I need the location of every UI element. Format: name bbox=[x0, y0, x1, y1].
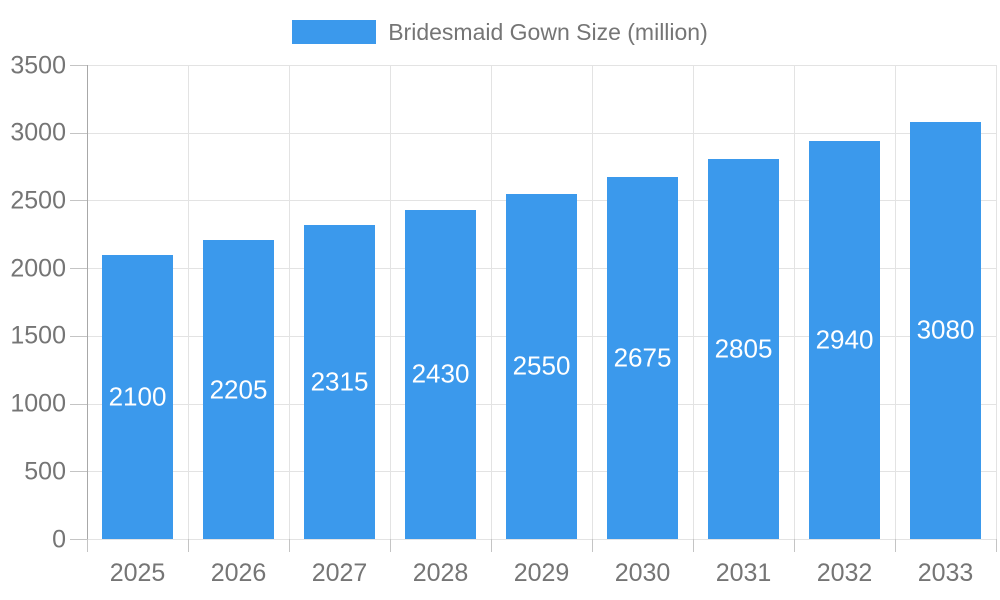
x-axis-tick bbox=[289, 539, 290, 552]
x-axis-label: 2027 bbox=[311, 559, 368, 587]
y-axis-label: 500 bbox=[24, 457, 66, 486]
bar-2027 bbox=[304, 225, 375, 539]
x-axis-label: 2033 bbox=[917, 559, 974, 587]
y-axis-tick bbox=[70, 200, 87, 202]
bar-value-label: 2315 bbox=[310, 366, 369, 397]
gridline-vertical bbox=[188, 65, 189, 539]
x-axis-tick bbox=[794, 539, 795, 552]
bar-value-label: 2100 bbox=[108, 381, 167, 412]
x-axis-label: 2026 bbox=[210, 559, 267, 587]
gridline-vertical bbox=[390, 65, 391, 539]
x-axis-tick bbox=[895, 539, 896, 552]
bar-2029 bbox=[506, 193, 577, 539]
x-axis-tick bbox=[693, 539, 694, 552]
x-axis-tick bbox=[996, 539, 997, 552]
y-axis-label: 2000 bbox=[10, 254, 66, 283]
bar-2033 bbox=[910, 121, 981, 539]
bar-value-label: 2675 bbox=[613, 342, 672, 373]
gridline-vertical bbox=[289, 65, 290, 539]
bar-value-label: 2205 bbox=[209, 374, 268, 405]
bar-2025 bbox=[102, 254, 173, 539]
x-axis-label: 2029 bbox=[513, 559, 570, 587]
x-axis-label: 2030 bbox=[614, 559, 671, 587]
x-axis-label: 2031 bbox=[715, 559, 772, 587]
gridline-vertical bbox=[794, 65, 795, 539]
y-axis-tick bbox=[70, 471, 87, 473]
gridline-horizontal bbox=[87, 539, 996, 540]
bar-2031 bbox=[708, 159, 779, 539]
legend-label[interactable]: Bridesmaid Gown Size (million) bbox=[388, 19, 708, 45]
y-axis-tick bbox=[70, 132, 87, 134]
y-axis-label: 1000 bbox=[10, 389, 66, 418]
y-axis-tick bbox=[70, 403, 87, 405]
x-axis-label: 2028 bbox=[412, 559, 469, 587]
y-axis-label: 3500 bbox=[10, 51, 66, 79]
gridline-vertical bbox=[895, 65, 896, 539]
gridline-vertical bbox=[592, 65, 593, 539]
bar-value-label: 2805 bbox=[714, 333, 773, 364]
y-axis-line bbox=[87, 65, 88, 539]
gridline-horizontal bbox=[87, 65, 996, 66]
x-axis-tick bbox=[390, 539, 391, 552]
legend[interactable]: Bridesmaid Gown Size (million) bbox=[0, 19, 1000, 45]
gridline-vertical bbox=[491, 65, 492, 539]
x-axis-tick bbox=[491, 539, 492, 552]
y-axis-label: 3000 bbox=[10, 118, 66, 147]
x-axis-tick bbox=[87, 539, 88, 552]
bar-2032 bbox=[809, 140, 880, 539]
bar-2028 bbox=[405, 209, 476, 539]
bar-2026 bbox=[203, 240, 274, 539]
y-axis-tick bbox=[70, 268, 87, 270]
x-axis-tick bbox=[188, 539, 189, 552]
y-axis-label: 1500 bbox=[10, 321, 66, 350]
y-axis-label: 0 bbox=[52, 525, 66, 553]
bar-value-label: 2940 bbox=[815, 324, 874, 355]
bar-2030 bbox=[607, 176, 678, 539]
legend-swatch[interactable] bbox=[292, 20, 377, 44]
gridline-vertical bbox=[996, 65, 997, 539]
bar-value-label: 2430 bbox=[411, 358, 470, 389]
x-axis-tick bbox=[592, 539, 593, 552]
bar-value-label: 2550 bbox=[512, 350, 571, 381]
gridline-vertical bbox=[693, 65, 694, 539]
y-axis-label: 2500 bbox=[10, 186, 66, 215]
x-axis-label: 2032 bbox=[816, 559, 873, 587]
bar-value-label: 3080 bbox=[916, 314, 975, 345]
gridline-horizontal bbox=[87, 132, 996, 134]
x-axis-label: 2025 bbox=[109, 559, 166, 587]
y-axis-tick bbox=[70, 539, 87, 540]
y-axis-tick bbox=[70, 65, 87, 66]
y-axis-tick bbox=[70, 335, 87, 337]
